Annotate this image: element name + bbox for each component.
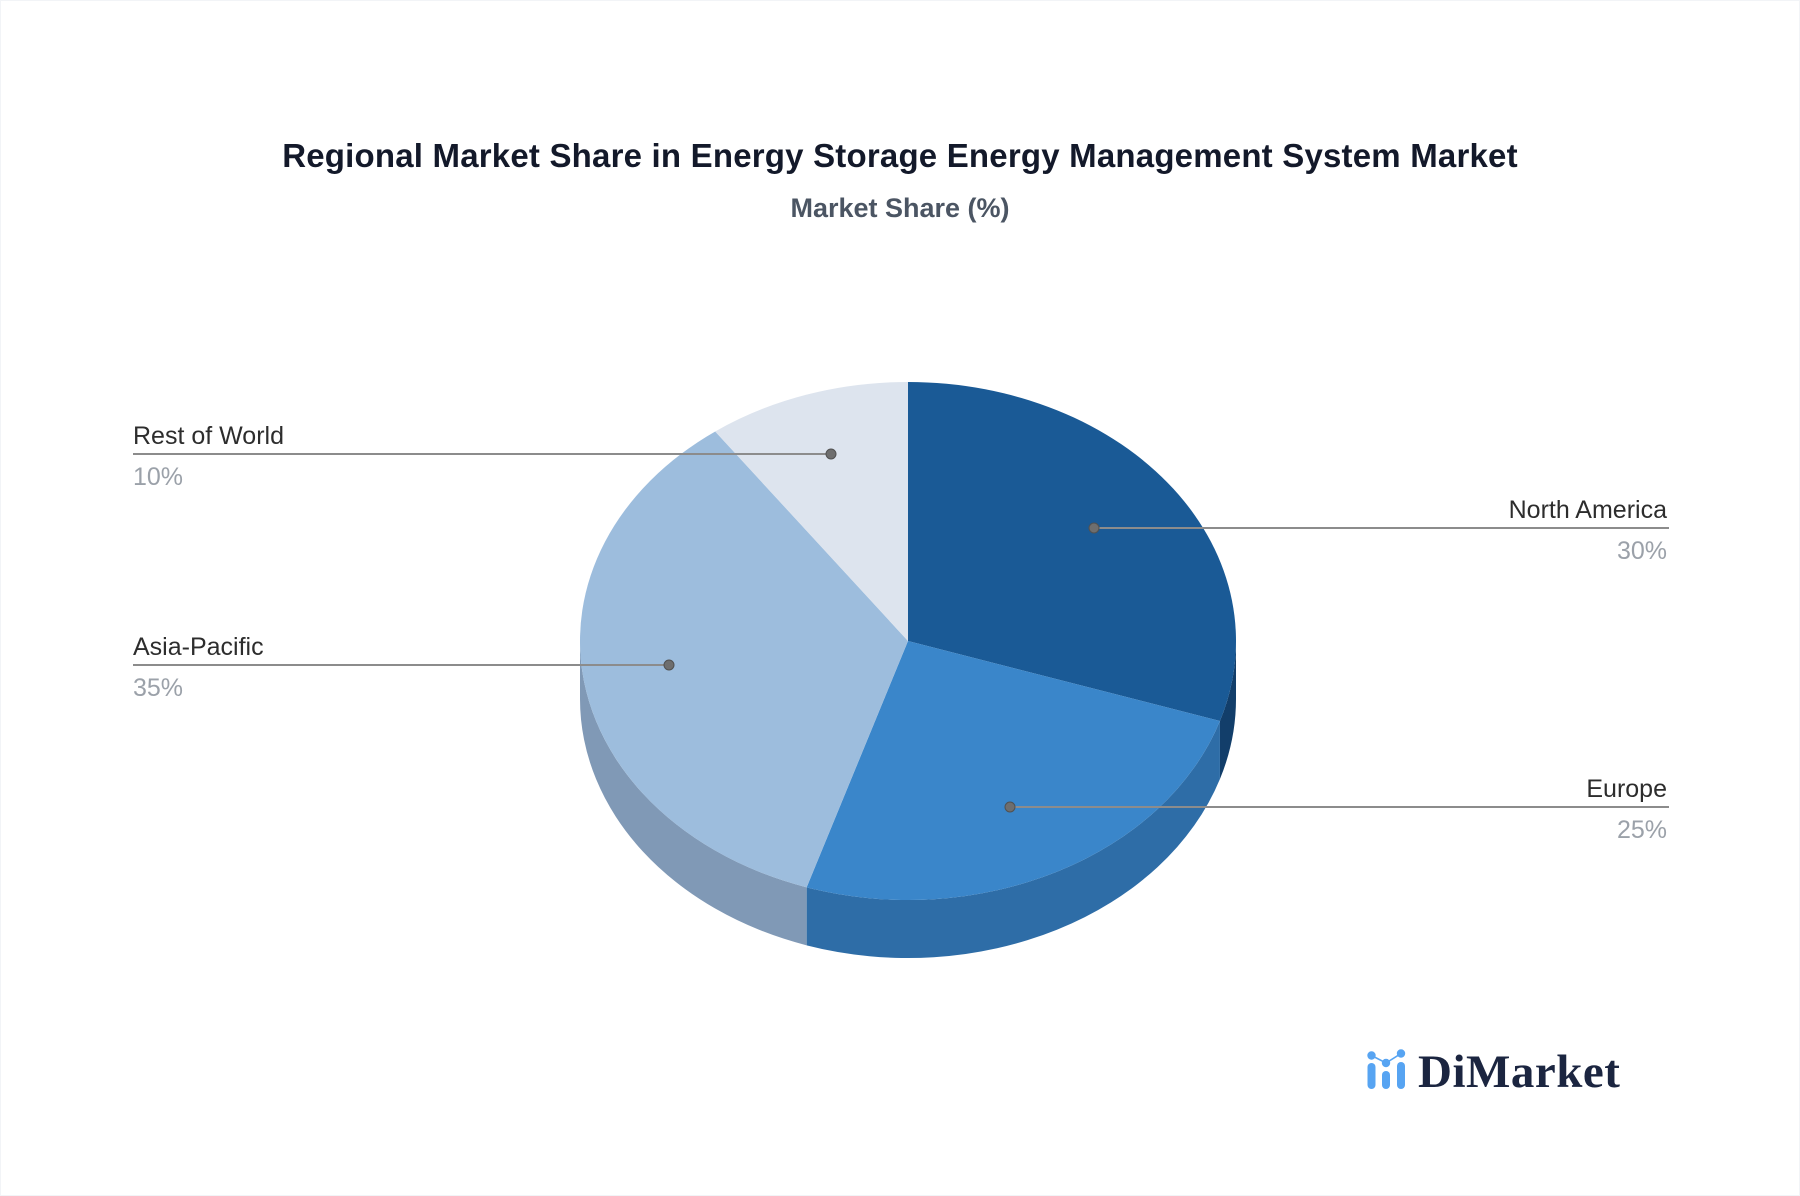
chart-subtitle: Market Share (%) [790,193,1010,223]
callout-dot-rest-of-world [825,448,837,460]
pie-slice-north-america[interactable] [908,382,1236,722]
callout-dot-europe [1004,801,1016,813]
pie-slice-side-asia-pacific [580,641,807,946]
chart-title: Regional Market Share in Energy Storage … [282,137,1518,174]
callout-dot-asia-pacific [663,659,675,671]
callout-value-europe: 25% [1616,816,1667,844]
pie-slice-europe[interactable] [806,641,1220,900]
pie-slice-asia-pacific[interactable] [579,431,908,888]
callout-label-north-america: North America [1508,496,1667,524]
callout-value-rest-of-world: 10% [133,463,184,491]
pie-slice-side-north-america [1219,641,1236,780]
callout-label-europe: Europe [1586,775,1667,803]
callout-value-north-america: 30% [1616,537,1667,565]
callout-label-rest-of-world: Rest of World [133,422,284,450]
pie-slice-side-europe [806,721,1220,958]
callout-dot-north-america [1088,522,1100,534]
pie-slice-rest-of-world[interactable] [715,382,908,641]
callout-value-asia-pacific: 35% [133,674,184,702]
callout-label-asia-pacific: Asia-Pacific [133,633,264,661]
